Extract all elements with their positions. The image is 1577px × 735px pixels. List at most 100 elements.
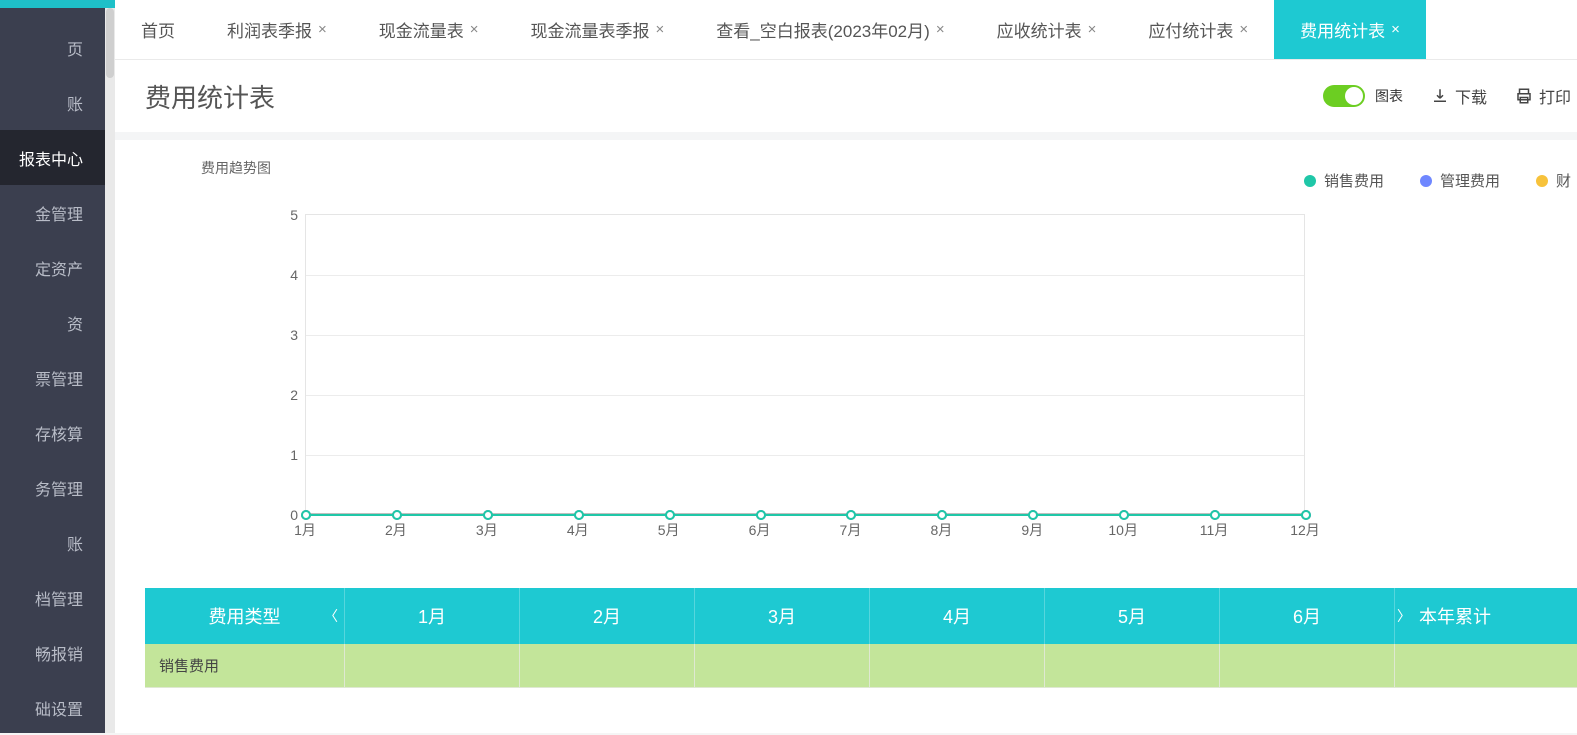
td-month-3 (870, 644, 1045, 688)
sidebar-item-4[interactable]: 定资产 (0, 240, 105, 295)
th-month-0: 1月 (345, 588, 520, 644)
page-actions: 图表 下载 打印 (1323, 84, 1577, 108)
tab-4[interactable]: 查看_空白报表(2023年02月) × (690, 0, 970, 59)
tab-2[interactable]: 现金流量表 × (353, 0, 505, 59)
td-type: 销售费用 (145, 644, 345, 688)
td-month-5 (1220, 644, 1395, 688)
tab-1[interactable]: 利润表季报 × (201, 0, 353, 59)
tab-label: 费用统计表 (1300, 17, 1385, 42)
x-tick-label: 8月 (930, 520, 952, 540)
sidebar-item-3[interactable]: 金管理 (0, 185, 105, 240)
y-tick-label: 4 (278, 267, 298, 283)
sidebar-item-11[interactable]: 畅报销 (0, 625, 105, 680)
sidebar-item-8[interactable]: 务管理 (0, 460, 105, 515)
header-gap (115, 132, 1577, 140)
tab-label: 应付统计表 (1148, 17, 1233, 42)
x-tick-label: 12月 (1290, 520, 1320, 540)
td-month-4 (1045, 644, 1220, 688)
x-tick-label: 4月 (567, 520, 589, 540)
close-icon[interactable]: × (936, 21, 945, 38)
x-tick-label: 3月 (476, 520, 498, 540)
y-tick-label: 1 (278, 447, 298, 463)
chart-toggle-label: 图表 (1375, 86, 1403, 106)
x-tick-label: 10月 (1108, 520, 1138, 540)
tab-0[interactable]: 首页 (115, 0, 201, 59)
sidebar-item-2[interactable]: 报表中心 (0, 130, 105, 185)
main-area: 首页利润表季报×现金流量表×现金流量表季报×查看_空白报表(2023年02月)×… (115, 0, 1577, 733)
x-tick-label: 2月 (385, 520, 407, 540)
legend-item-1[interactable]: 管理费用 (1420, 170, 1500, 191)
sidebar-item-10[interactable]: 档管理 (0, 570, 105, 625)
chart-card: 费用趋势图 销售费用管理费用财 012345 1月2月3月4月5月6月7月8月9… (145, 140, 1571, 568)
tab-label: 利润表季报 (227, 17, 312, 42)
sidebar-item-9[interactable]: 账 (0, 515, 105, 570)
page-title: 费用统计表 (145, 78, 275, 115)
table-body: 销售费用 (145, 644, 1577, 688)
toggle-knob (1345, 87, 1363, 105)
sidebar-item-6[interactable]: 票管理 (0, 350, 105, 405)
close-icon[interactable]: × (656, 21, 665, 38)
tab-bar: 首页利润表季报×现金流量表×现金流量表季报×查看_空白报表(2023年02月)×… (115, 0, 1577, 60)
download-button[interactable]: 下载 (1431, 84, 1487, 108)
tab-label: 现金流量表 (379, 17, 464, 42)
sidebar-item-1[interactable]: 账 (0, 75, 105, 130)
td-month-1 (520, 644, 695, 688)
legend-item-2[interactable]: 财 (1536, 170, 1571, 191)
close-icon[interactable]: × (1088, 21, 1097, 38)
td-month-0 (345, 644, 520, 688)
tab-5[interactable]: 应收统计表 × (971, 0, 1123, 59)
sidebar-item-7[interactable]: 存核算 (0, 405, 105, 460)
sidebar-item-5[interactable]: 资 (0, 295, 105, 350)
download-icon (1431, 87, 1449, 105)
x-tick-label: 5月 (658, 520, 680, 540)
close-icon[interactable]: × (1239, 21, 1248, 38)
chevron-right-icon[interactable]: 〉 (1397, 606, 1411, 626)
sidebar-item-0[interactable]: 页 (0, 20, 105, 75)
y-tick-label: 2 (278, 387, 298, 403)
page-header: 费用统计表 图表 下载 打印 (115, 60, 1577, 132)
print-button[interactable]: 打印 (1515, 84, 1571, 108)
sidebar-item-12[interactable]: 础设置 (0, 680, 105, 735)
x-tick-label: 1月 (294, 520, 316, 540)
th-type: 费用类型 〈 (145, 588, 345, 644)
td-total (1395, 644, 1577, 688)
close-icon[interactable]: × (1391, 21, 1400, 38)
close-icon[interactable]: × (318, 21, 327, 38)
tab-label: 应收统计表 (997, 17, 1082, 42)
data-table: 费用类型〈1月2月3月4月5月6月〉本年累计 销售费用 (145, 588, 1577, 688)
chevron-left-icon[interactable]: 〈 (324, 606, 338, 626)
th-month-3: 4月 (870, 588, 1045, 644)
th-month-5: 6月 (1220, 588, 1395, 644)
x-tick-label: 9月 (1021, 520, 1043, 540)
chart-toggle[interactable] (1323, 85, 1365, 107)
plot: 012345 1月2月3月4月5月6月7月8月9月10月11月12月 (305, 214, 1305, 540)
table-row[interactable]: 销售费用 (145, 644, 1577, 688)
legend-label: 管理费用 (1440, 170, 1500, 191)
plot-wrap: 012345 1月 2月 3月 4月 5月 6月 7月 8月 9月 10月 11月 12月 (145, 214, 1571, 540)
td-month-2 (695, 644, 870, 688)
print-icon (1515, 87, 1533, 105)
top-teal-strip (0, 0, 115, 8)
tab-3[interactable]: 现金流量表季报× (505, 0, 691, 59)
table-header: 费用类型〈1月2月3月4月5月6月〉本年累计 (145, 588, 1577, 644)
x-tick-label: 6月 (749, 520, 771, 540)
legend-dot (1304, 175, 1316, 187)
chart-x-axis: 1月2月3月4月5月6月7月8月9月10月11月12月 (305, 514, 1305, 540)
sidebar-scrollbar[interactable] (105, 8, 115, 733)
print-label: 打印 (1539, 84, 1571, 108)
chart-grid: 012345 (305, 214, 1305, 514)
chart-legend: 销售费用 管理费用 财 (1304, 170, 1571, 191)
close-icon[interactable]: × (470, 21, 479, 38)
x-tick-label: 11月 (1200, 520, 1229, 540)
tab-7[interactable]: 费用统计表 × (1274, 0, 1426, 59)
tab-label: 查看_空白报表(2023年02月) (716, 17, 930, 42)
legend-item-0[interactable]: 销售费用 (1304, 170, 1384, 191)
gridline (306, 395, 1304, 396)
th-month-1: 2月 (520, 588, 695, 644)
sidebar-scrollbar-thumb[interactable] (106, 8, 114, 78)
gridline (306, 455, 1304, 456)
th-type-label: 费用类型 (209, 603, 281, 629)
tab-6[interactable]: 应付统计表 × (1122, 0, 1274, 59)
x-tick-label: 7月 (840, 520, 862, 540)
gridline (306, 275, 1304, 276)
